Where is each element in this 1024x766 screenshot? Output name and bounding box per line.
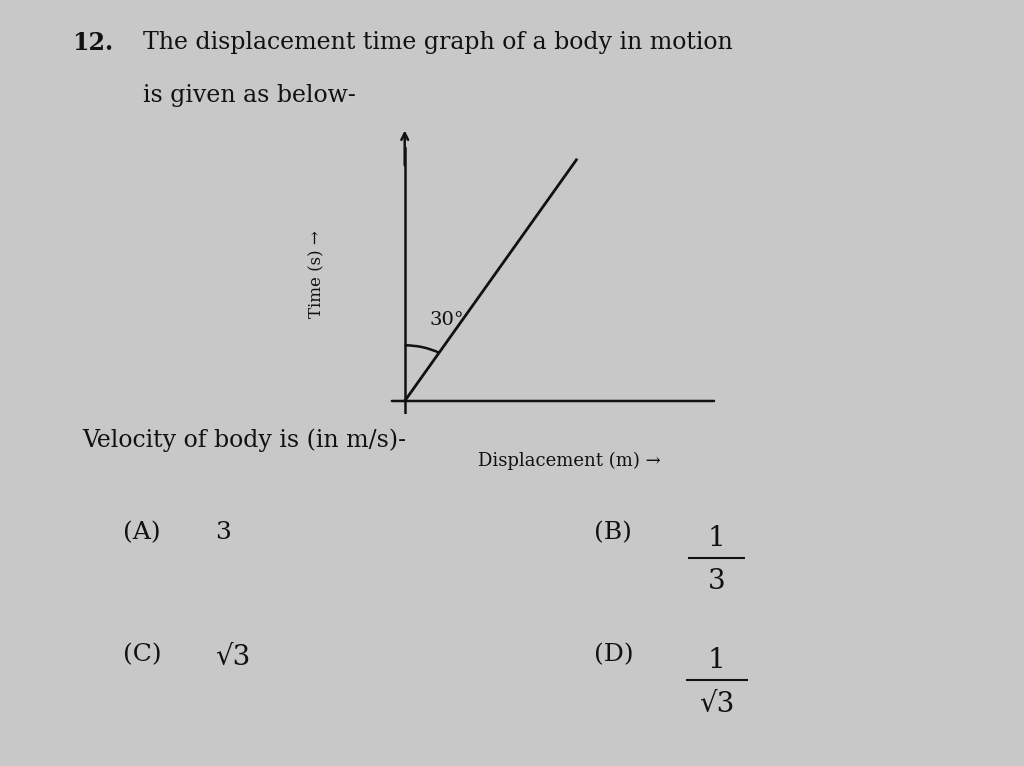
Text: 3: 3 bbox=[215, 521, 231, 544]
Text: 1: 1 bbox=[708, 647, 726, 674]
Text: (C): (C) bbox=[123, 643, 162, 666]
Text: √3: √3 bbox=[699, 691, 734, 718]
Text: 30°: 30° bbox=[430, 311, 465, 329]
Text: is given as below-: is given as below- bbox=[143, 84, 356, 107]
Text: (B): (B) bbox=[594, 521, 632, 544]
Text: 3: 3 bbox=[708, 568, 726, 595]
Text: The displacement time graph of a body in motion: The displacement time graph of a body in… bbox=[143, 31, 733, 54]
Text: Time (s) →: Time (s) → bbox=[308, 230, 326, 318]
Text: (D): (D) bbox=[594, 643, 634, 666]
Text: √3: √3 bbox=[215, 643, 250, 670]
Text: Displacement (m) →: Displacement (m) → bbox=[478, 452, 660, 470]
Text: Velocity of body is (in m/s)-: Velocity of body is (in m/s)- bbox=[82, 429, 406, 453]
Text: (A): (A) bbox=[123, 521, 161, 544]
Text: 12.: 12. bbox=[72, 31, 113, 54]
Text: 1: 1 bbox=[708, 525, 726, 552]
